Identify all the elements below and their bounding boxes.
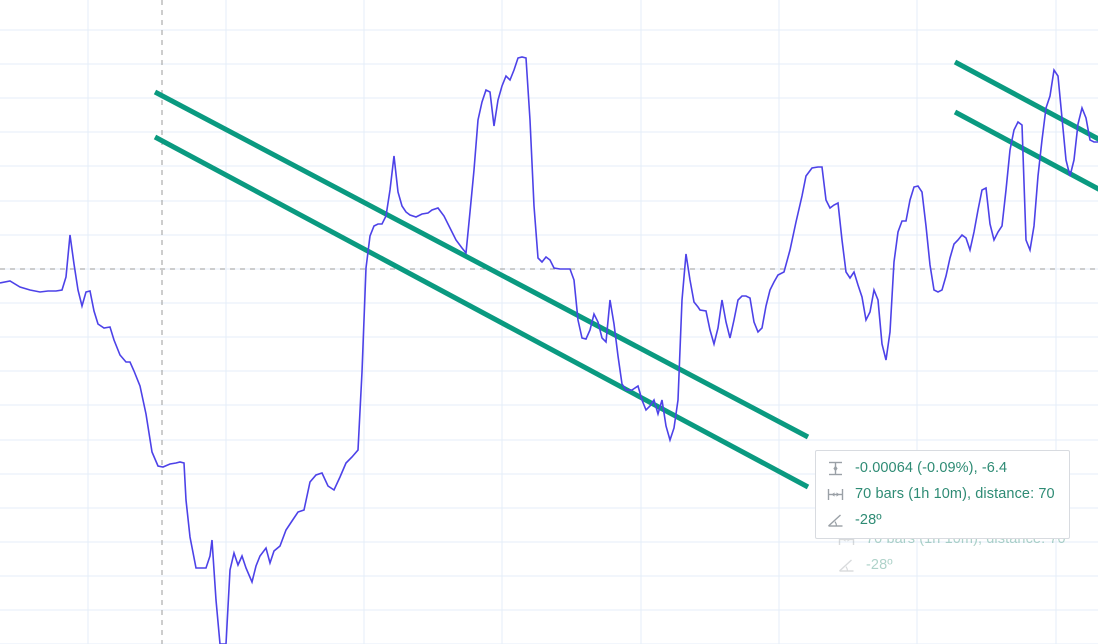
- measure-row-vertical-distance: -0.00064 (-0.09%), -6.4: [827, 460, 1055, 477]
- measure-row: -28º: [838, 557, 1066, 574]
- price-series: [0, 56, 1098, 644]
- measure-row-bars: 70 bars (1h 10m), distance: 70: [827, 486, 1055, 503]
- measure-value: -28º: [866, 557, 893, 573]
- angle-icon: [827, 513, 844, 528]
- measure-row-angle: -28º: [827, 512, 1055, 529]
- vertical-distance-value: -0.00064 (-0.09%), -6.4: [855, 460, 1008, 476]
- measurement-tooltip[interactable]: -0.00064 (-0.09%), -6.4 70 bars (1h 10m)…: [815, 450, 1070, 539]
- vertical-distance-icon: [827, 461, 844, 476]
- bars-distance-value: 70 bars (1h 10m), distance: 70: [855, 486, 1055, 502]
- angle-icon: [838, 558, 855, 573]
- angle-value: -28º: [855, 512, 882, 528]
- trend-lines[interactable]: [153, 59, 1098, 490]
- horizontal-bars-icon: [827, 487, 844, 502]
